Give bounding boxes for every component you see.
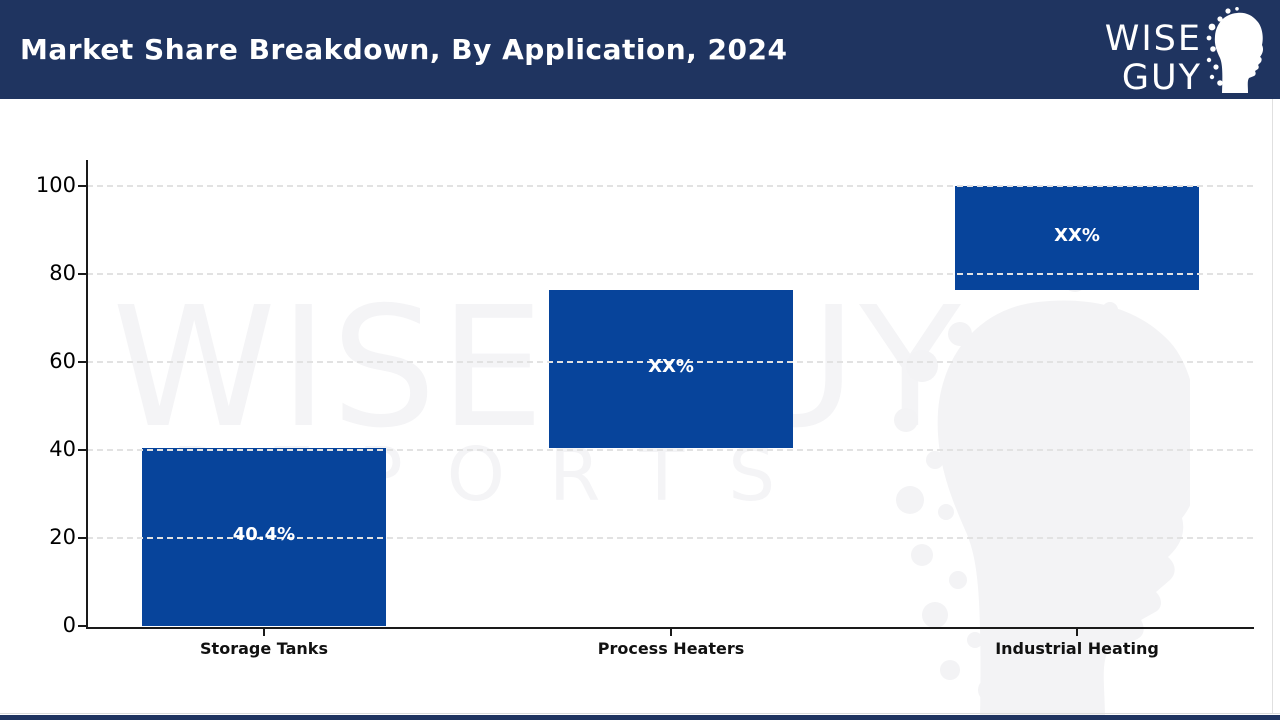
y-tick-label-40: 40 [49, 437, 76, 461]
y-tick-label-20: 20 [49, 525, 76, 549]
brand-logo-text: WISE GUY REPORTS [1020, 20, 1202, 114]
bar-value-label: XX% [648, 356, 694, 378]
y-tick-0 [78, 625, 87, 627]
x-category-label: Industrial Heating [995, 639, 1159, 658]
y-tick-40 [78, 449, 87, 451]
y-tick-label-100: 100 [35, 173, 76, 197]
bar-value-label: XX% [1054, 225, 1100, 247]
brand-logo: WISE GUY REPORTS [1020, 0, 1270, 114]
gridline-40 [87, 449, 1253, 451]
right-edge-line [1272, 99, 1273, 714]
y-tick-80 [78, 273, 87, 275]
brand-head-icon [1206, 7, 1264, 93]
bar-process-heaters [549, 290, 793, 449]
brand-name: WISE GUY [1104, 19, 1202, 98]
x-tick-1 [670, 628, 672, 636]
y-tick-label-80: 80 [49, 261, 76, 285]
brand-subname: REPORTS [1070, 99, 1200, 114]
header-bar: Market Share Breakdown, By Application, … [0, 0, 1280, 114]
gridline-100 [87, 185, 1253, 187]
chart-plot-area: 0 20 40 60 80 100 40.4% Storage Tanks XX% Process… [0, 99, 1280, 714]
x-category-label: Process Heaters [597, 639, 745, 658]
bottom-edge-line [0, 713, 1280, 714]
gridline-60 [87, 361, 1253, 363]
x-tick-0 [263, 628, 265, 636]
y-axis-spine [86, 160, 88, 629]
y-tick-label-0: 0 [62, 613, 76, 637]
page-title: Market Share Breakdown, By Application, … [20, 33, 788, 66]
y-tick-100 [78, 185, 87, 187]
footer-strip [0, 715, 1280, 720]
y-tick-60 [78, 361, 87, 363]
y-tick-label-60: 60 [49, 349, 76, 373]
x-tick-2 [1076, 628, 1078, 636]
bar-value-label: 40.4% [232, 524, 296, 546]
y-tick-20 [78, 537, 87, 539]
gridline-20 [87, 537, 1253, 539]
gridline-80 [87, 273, 1253, 275]
x-category-label: Storage Tanks [200, 639, 328, 658]
